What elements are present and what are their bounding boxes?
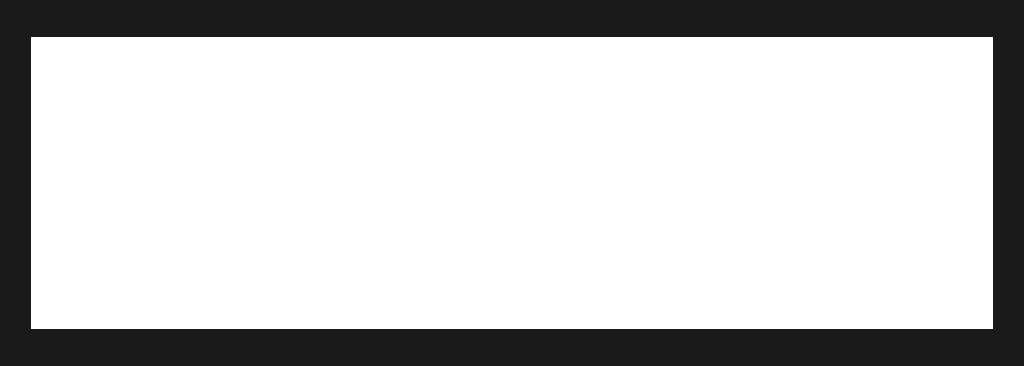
Text: 18: 18 <box>358 266 378 281</box>
Text: 2Ω: 2Ω <box>681 146 697 156</box>
Text: 7.: 7. <box>183 117 205 136</box>
Text: (B): (B) <box>343 279 371 298</box>
Text: $\Omega$: $\Omega$ <box>674 279 689 298</box>
Text: 4Ω: 4Ω <box>769 172 784 183</box>
Text: A: A <box>579 182 587 195</box>
Text: 4Ω: 4Ω <box>647 172 663 183</box>
Text: between A and B is: between A and B is <box>228 136 410 155</box>
Text: (A) 18 $\Omega$: (A) 18 $\Omega$ <box>197 279 275 300</box>
Text: In the circuit shown, the equivalent resistance: In the circuit shown, the equivalent res… <box>228 117 663 136</box>
Text: 9: 9 <box>657 266 668 281</box>
Text: 6Ω: 6Ω <box>707 202 722 213</box>
Text: $\Omega$: $\Omega$ <box>379 279 394 298</box>
Text: 3Ω: 3Ω <box>605 197 621 207</box>
Text: 6Ω: 6Ω <box>689 235 705 245</box>
Text: 5: 5 <box>658 290 668 305</box>
Text: 5: 5 <box>364 290 373 305</box>
Text: (C) 6 $\Omega$: (C) 6 $\Omega$ <box>490 279 558 300</box>
Text: 5Ω: 5Ω <box>644 172 659 183</box>
Text: (D): (D) <box>638 279 667 298</box>
Text: B: B <box>805 182 813 195</box>
